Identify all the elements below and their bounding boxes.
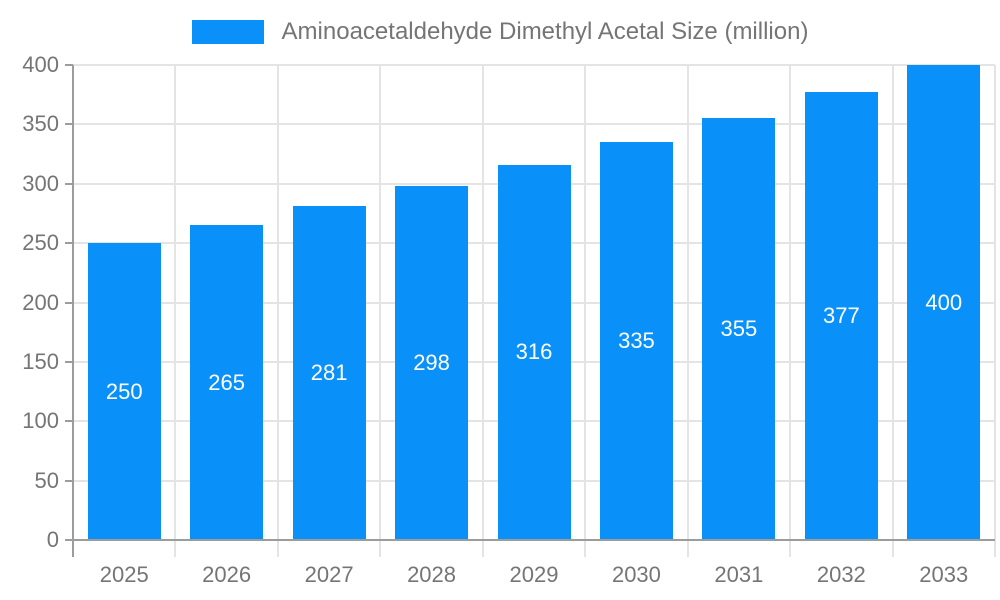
y-tick-label: 100 [22,408,59,434]
bar-value-label: 281 [310,360,348,386]
bar [497,164,571,540]
x-tick-label: 2028 [407,562,457,587]
bar [804,92,878,540]
y-tick-label: 350 [22,111,59,137]
x-tick-label: 2025 [99,562,149,587]
bar-value-label: 335 [618,328,655,354]
y-tick-label: 50 [34,467,59,493]
bar [190,225,264,540]
v-gridline [891,65,894,557]
bar [292,206,366,540]
bar [87,243,161,540]
y-tick [65,420,73,423]
h-gridline [73,64,995,66]
y-tick-label: 400 [22,52,59,77]
y-tick-label: 250 [22,230,59,256]
x-axis-line [73,539,995,541]
y-axis-line [72,65,74,557]
bar-value-label: 355 [720,316,758,342]
bar [599,142,673,540]
v-gridline [276,65,279,557]
bar-value-label: 400 [925,289,963,315]
legend-label: Aminoacetaldehyde Dimethyl Acetal Size (… [281,18,809,45]
bar [395,186,469,540]
x-tick-label: 2033 [919,562,969,587]
y-tick-label: 150 [22,348,59,374]
y-tick [65,539,73,541]
chart-legend[interactable]: Aminoacetaldehyde Dimethyl Acetal Size (… [0,19,1000,45]
x-tick-label: 2032 [816,562,866,587]
v-gridline [379,65,382,557]
bar-value-label: 298 [413,350,450,376]
y-tick-label: 300 [22,170,59,196]
x-tick-label: 2030 [611,562,661,587]
v-gridline [174,65,177,557]
v-gridline [481,65,484,557]
v-gridline [789,65,792,557]
v-gridline [686,65,689,557]
bar [907,65,981,540]
bar-value-label: 265 [208,369,246,395]
bar [702,118,776,540]
x-tick-label: 2031 [714,562,764,587]
x-tick-label: 2029 [509,562,559,587]
y-tick [65,64,73,66]
y-tick-label: 0 [46,527,59,552]
y-tick [65,182,73,185]
y-tick [65,242,73,245]
y-tick [65,301,73,304]
bar-value-label: 377 [822,303,860,329]
x-tick-label: 2026 [202,562,252,587]
h-gridline [73,123,995,126]
x-tick-label: 2027 [304,562,354,587]
bar-value-label: 250 [105,378,143,404]
y-tick-label: 200 [22,289,59,315]
bar-value-label: 316 [515,339,553,365]
v-gridline [994,65,996,557]
v-gridline [584,65,587,557]
y-tick [65,479,73,482]
y-tick [65,123,73,126]
y-tick [65,360,73,363]
legend-swatch [191,20,264,44]
